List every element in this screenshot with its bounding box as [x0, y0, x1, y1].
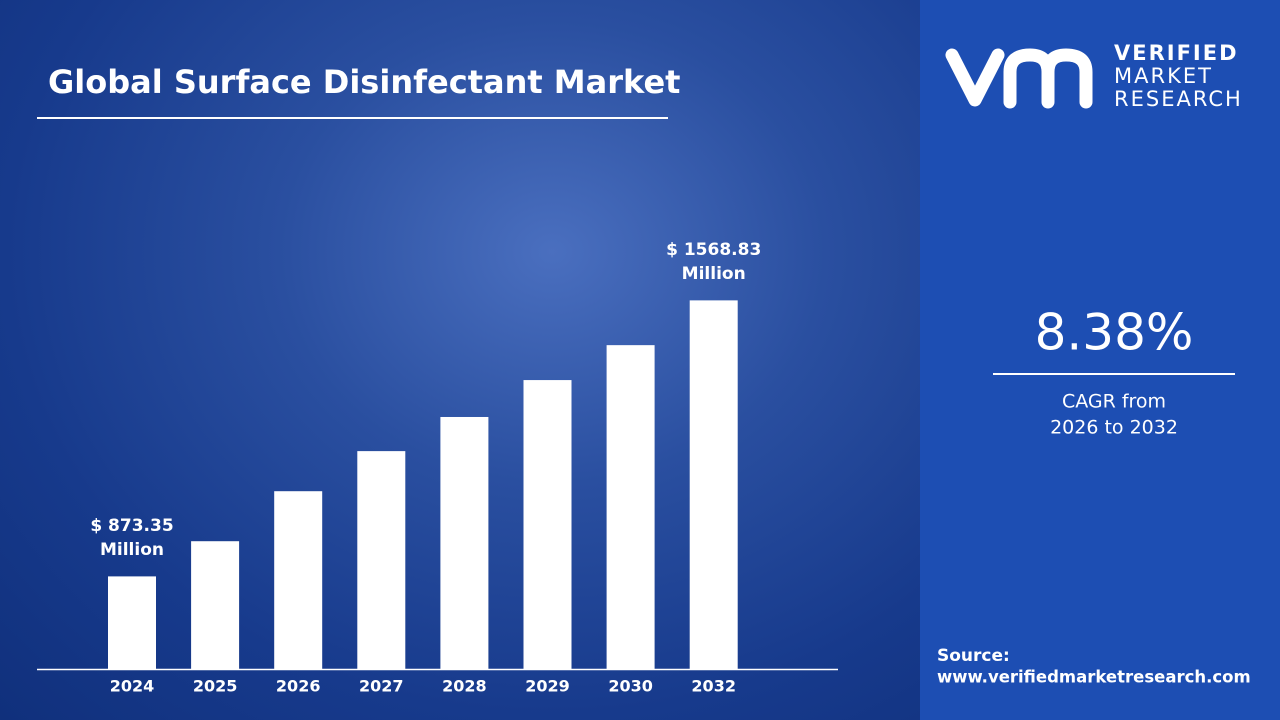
value-label: $ 1568.83 Million — [666, 240, 762, 285]
bar — [357, 451, 406, 669]
logo-mark — [945, 48, 1093, 109]
logo-text: MARKET — [1114, 64, 1213, 88]
x-tick-label: 2032 — [691, 677, 736, 696]
x-tick-label: 2024 — [110, 677, 155, 696]
x-tick-label: 2028 — [442, 677, 487, 696]
x-tick-label: 2025 — [193, 677, 238, 696]
bar — [606, 345, 655, 669]
cagr-label: 2026 to 2032 — [1050, 417, 1178, 439]
cagr-label: CAGR from — [1062, 391, 1166, 413]
logo-text: VERIFIED — [1114, 41, 1239, 65]
bar — [108, 576, 156, 669]
x-tick-label: 2029 — [525, 677, 570, 696]
source-label: Source: — [937, 646, 1010, 666]
x-tick-label: 2026 — [276, 677, 321, 696]
logo-text: RESEARCH — [1114, 87, 1243, 111]
chart-title: Global Surface Disinfectant Market — [48, 63, 680, 101]
bar — [274, 491, 323, 669]
bar — [440, 416, 489, 669]
side-panel — [920, 0, 1280, 720]
x-tick-label: 2030 — [608, 677, 653, 696]
source-url: www.verifiedmarketresearch.com — [937, 668, 1251, 687]
cagr-value: 8.38% — [1035, 304, 1194, 362]
bar — [689, 300, 738, 669]
bar — [523, 380, 572, 669]
value-label: $ 873.35 Million — [90, 516, 174, 561]
bar — [191, 541, 240, 669]
x-tick-label: 2027 — [359, 677, 404, 696]
